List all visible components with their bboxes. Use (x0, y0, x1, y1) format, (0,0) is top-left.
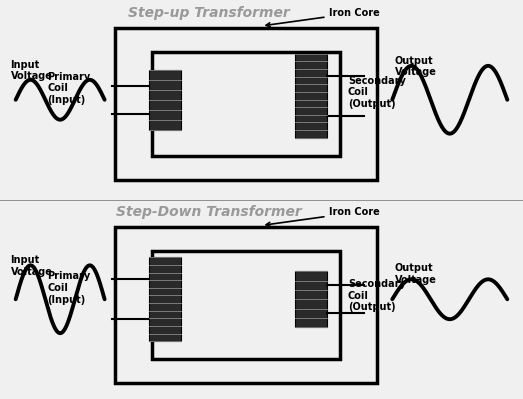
Text: Input
Voltage: Input Voltage (10, 255, 52, 277)
Text: Primary
Coil
(Input): Primary Coil (Input) (47, 271, 90, 304)
Text: Step-Down Transformer: Step-Down Transformer (116, 205, 302, 219)
Bar (152, 52, 340, 156)
Text: Iron Core: Iron Core (266, 8, 380, 27)
Text: Iron Core: Iron Core (266, 207, 380, 226)
Bar (149, 70, 181, 130)
Bar (115, 227, 377, 383)
Bar (295, 54, 327, 138)
Text: Input
Voltage: Input Voltage (10, 60, 52, 81)
Bar (152, 251, 340, 359)
Bar (149, 257, 181, 341)
Bar (295, 271, 327, 327)
Bar (115, 28, 377, 180)
Text: Output
Voltage: Output Voltage (395, 263, 437, 285)
Text: Step-up Transformer: Step-up Transformer (128, 6, 290, 20)
Text: Secondary
Coil
(Output): Secondary Coil (Output) (348, 279, 406, 312)
Text: Secondary
Coil
(Output): Secondary Coil (Output) (348, 76, 406, 109)
Text: Output
Voltage: Output Voltage (395, 56, 437, 77)
Text: Primary
Coil
(Input): Primary Coil (Input) (47, 72, 90, 105)
